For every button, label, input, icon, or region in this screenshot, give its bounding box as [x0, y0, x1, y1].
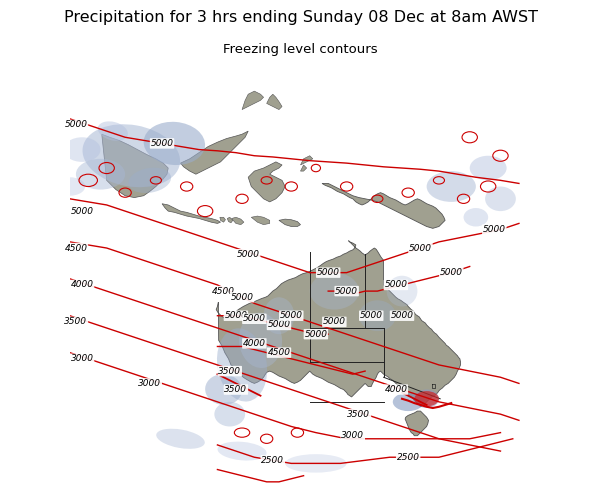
Ellipse shape — [215, 402, 245, 427]
Text: 5000: 5000 — [237, 250, 260, 259]
Ellipse shape — [98, 122, 128, 141]
Text: 5000: 5000 — [323, 317, 346, 326]
Text: 3500: 3500 — [218, 366, 241, 376]
Polygon shape — [180, 131, 248, 174]
Text: 4000: 4000 — [70, 281, 94, 289]
Ellipse shape — [285, 454, 347, 472]
Ellipse shape — [205, 374, 242, 405]
Text: 5000: 5000 — [391, 311, 413, 320]
Text: 5000: 5000 — [360, 311, 383, 320]
Text: 2500: 2500 — [261, 456, 284, 465]
Ellipse shape — [218, 442, 267, 461]
Text: 2500: 2500 — [397, 453, 419, 462]
Ellipse shape — [359, 300, 396, 331]
Ellipse shape — [485, 186, 516, 211]
Polygon shape — [231, 217, 244, 224]
Text: 4000: 4000 — [385, 385, 407, 394]
Text: 5000: 5000 — [409, 244, 432, 252]
Polygon shape — [405, 411, 429, 436]
Text: 5000: 5000 — [385, 281, 407, 289]
Text: 5000: 5000 — [70, 206, 94, 216]
Ellipse shape — [463, 208, 488, 226]
Text: 4000: 4000 — [243, 339, 266, 348]
Text: 5000: 5000 — [267, 321, 290, 329]
Text: 5000: 5000 — [64, 121, 87, 129]
Text: 5000: 5000 — [440, 268, 463, 277]
Polygon shape — [279, 219, 300, 226]
Text: Freezing level contours: Freezing level contours — [223, 43, 378, 56]
Ellipse shape — [144, 122, 205, 165]
Ellipse shape — [386, 276, 418, 306]
Text: 5000: 5000 — [280, 311, 303, 320]
Text: Precipitation for 3 hrs ending Sunday 08 Dec at 8am AWST: Precipitation for 3 hrs ending Sunday 08… — [64, 10, 537, 25]
Ellipse shape — [129, 168, 171, 193]
Text: 3000: 3000 — [70, 354, 94, 363]
Ellipse shape — [82, 124, 180, 187]
Ellipse shape — [393, 393, 424, 411]
Text: 5000: 5000 — [483, 225, 506, 234]
Text: 5000: 5000 — [231, 293, 254, 302]
Ellipse shape — [470, 156, 507, 181]
Ellipse shape — [239, 313, 282, 368]
Polygon shape — [162, 203, 221, 224]
Text: 3500: 3500 — [224, 385, 248, 394]
Text: 3500: 3500 — [347, 409, 370, 419]
Polygon shape — [242, 91, 264, 110]
Polygon shape — [300, 156, 313, 165]
Text: 5000: 5000 — [335, 286, 358, 296]
Polygon shape — [227, 217, 233, 223]
Text: 3000: 3000 — [138, 379, 161, 388]
Polygon shape — [540, 422, 587, 456]
Text: 4500: 4500 — [267, 348, 290, 357]
Polygon shape — [578, 389, 601, 424]
Ellipse shape — [414, 391, 439, 407]
Text: 5000: 5000 — [317, 268, 340, 277]
Ellipse shape — [156, 429, 205, 449]
Polygon shape — [322, 183, 445, 228]
Text: 4500: 4500 — [212, 286, 235, 296]
Polygon shape — [251, 216, 270, 224]
Ellipse shape — [76, 159, 125, 189]
Polygon shape — [300, 165, 307, 171]
Ellipse shape — [64, 137, 100, 162]
Polygon shape — [267, 94, 282, 110]
Text: 5000: 5000 — [224, 311, 248, 320]
Text: 3500: 3500 — [64, 317, 87, 326]
Polygon shape — [102, 134, 168, 198]
Text: 3000: 3000 — [341, 431, 364, 440]
Polygon shape — [216, 241, 460, 407]
Ellipse shape — [310, 273, 359, 309]
Ellipse shape — [217, 328, 267, 402]
Ellipse shape — [427, 171, 476, 202]
Ellipse shape — [54, 177, 85, 196]
Ellipse shape — [414, 389, 439, 408]
Polygon shape — [220, 217, 225, 222]
Text: 5000: 5000 — [151, 139, 174, 148]
Text: 5000: 5000 — [304, 330, 328, 339]
Ellipse shape — [264, 297, 294, 334]
Polygon shape — [248, 162, 285, 202]
Text: 4500: 4500 — [64, 244, 87, 252]
Text: 5000: 5000 — [243, 314, 266, 323]
